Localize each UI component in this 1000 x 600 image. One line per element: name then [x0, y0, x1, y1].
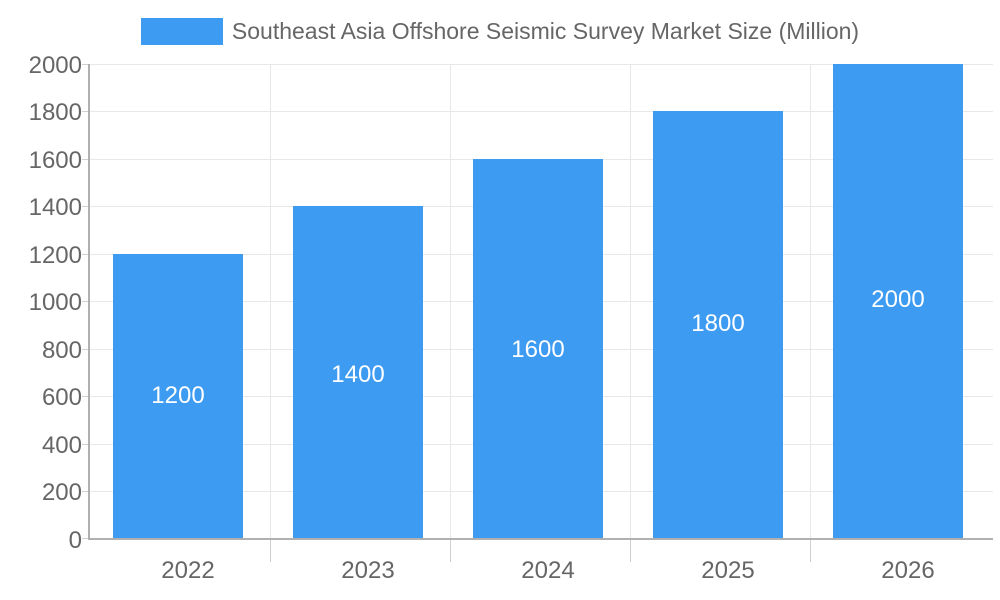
- plot-area: 1200 1400 1600 1800 2000: [88, 64, 993, 538]
- x-tick-label: 2025: [701, 557, 755, 584]
- y-tick-label: 400: [41, 432, 82, 459]
- y-tick-label: 2000: [28, 52, 82, 79]
- y-tick-label: 1400: [28, 194, 82, 221]
- x-axis-line: [88, 538, 993, 540]
- x-tick-label: 2024: [521, 557, 575, 584]
- x-tick-label: 2022: [161, 557, 215, 584]
- chart-legend: Southeast Asia Offshore Seismic Survey M…: [0, 14, 1000, 48]
- gridline-vertical: [810, 64, 811, 538]
- bar-2025[interactable]: [653, 111, 783, 538]
- bar-2023[interactable]: [293, 206, 423, 538]
- bar-value-label-2024: 1600: [511, 336, 565, 363]
- y-tick-label: 1000: [28, 289, 82, 316]
- y-tick-label: 800: [41, 337, 82, 364]
- y-axis-line: [88, 64, 90, 540]
- bar-2026[interactable]: [833, 64, 963, 538]
- legend-item-label: Southeast Asia Offshore Seismic Survey M…: [231, 17, 860, 44]
- bar-value-label-2025: 1800: [691, 310, 745, 337]
- x-tick-label: 2026: [881, 557, 935, 584]
- legend-color-swatch-icon: [140, 17, 223, 45]
- y-tick-label: 200: [41, 479, 82, 506]
- gridline-vertical: [270, 64, 271, 538]
- y-tick-label: 1800: [28, 99, 82, 126]
- gridline-vertical: [630, 64, 631, 538]
- bar-2022[interactable]: [113, 254, 243, 538]
- bar-value-label-2023: 1400: [331, 361, 385, 388]
- bar-value-label-2022: 1200: [151, 382, 205, 409]
- bar-2024[interactable]: [473, 159, 603, 538]
- x-tick-label: 2023: [341, 557, 395, 584]
- gridline-vertical: [450, 64, 451, 538]
- y-tick-label: 600: [41, 384, 82, 411]
- legend-item-market-size[interactable]: Southeast Asia Offshore Seismic Survey M…: [140, 17, 860, 45]
- gridline-horizontal: [88, 64, 993, 65]
- y-axis-tick-labels: 2000 1800 1600 1400 1200 1000 800 600 40…: [0, 0, 82, 600]
- y-tick-label: 1200: [28, 242, 82, 269]
- gridline-horizontal: [88, 111, 993, 112]
- y-tick-label: 0: [68, 527, 82, 554]
- y-tick-label: 1600: [28, 147, 82, 174]
- bar-value-label-2026: 2000: [871, 286, 925, 313]
